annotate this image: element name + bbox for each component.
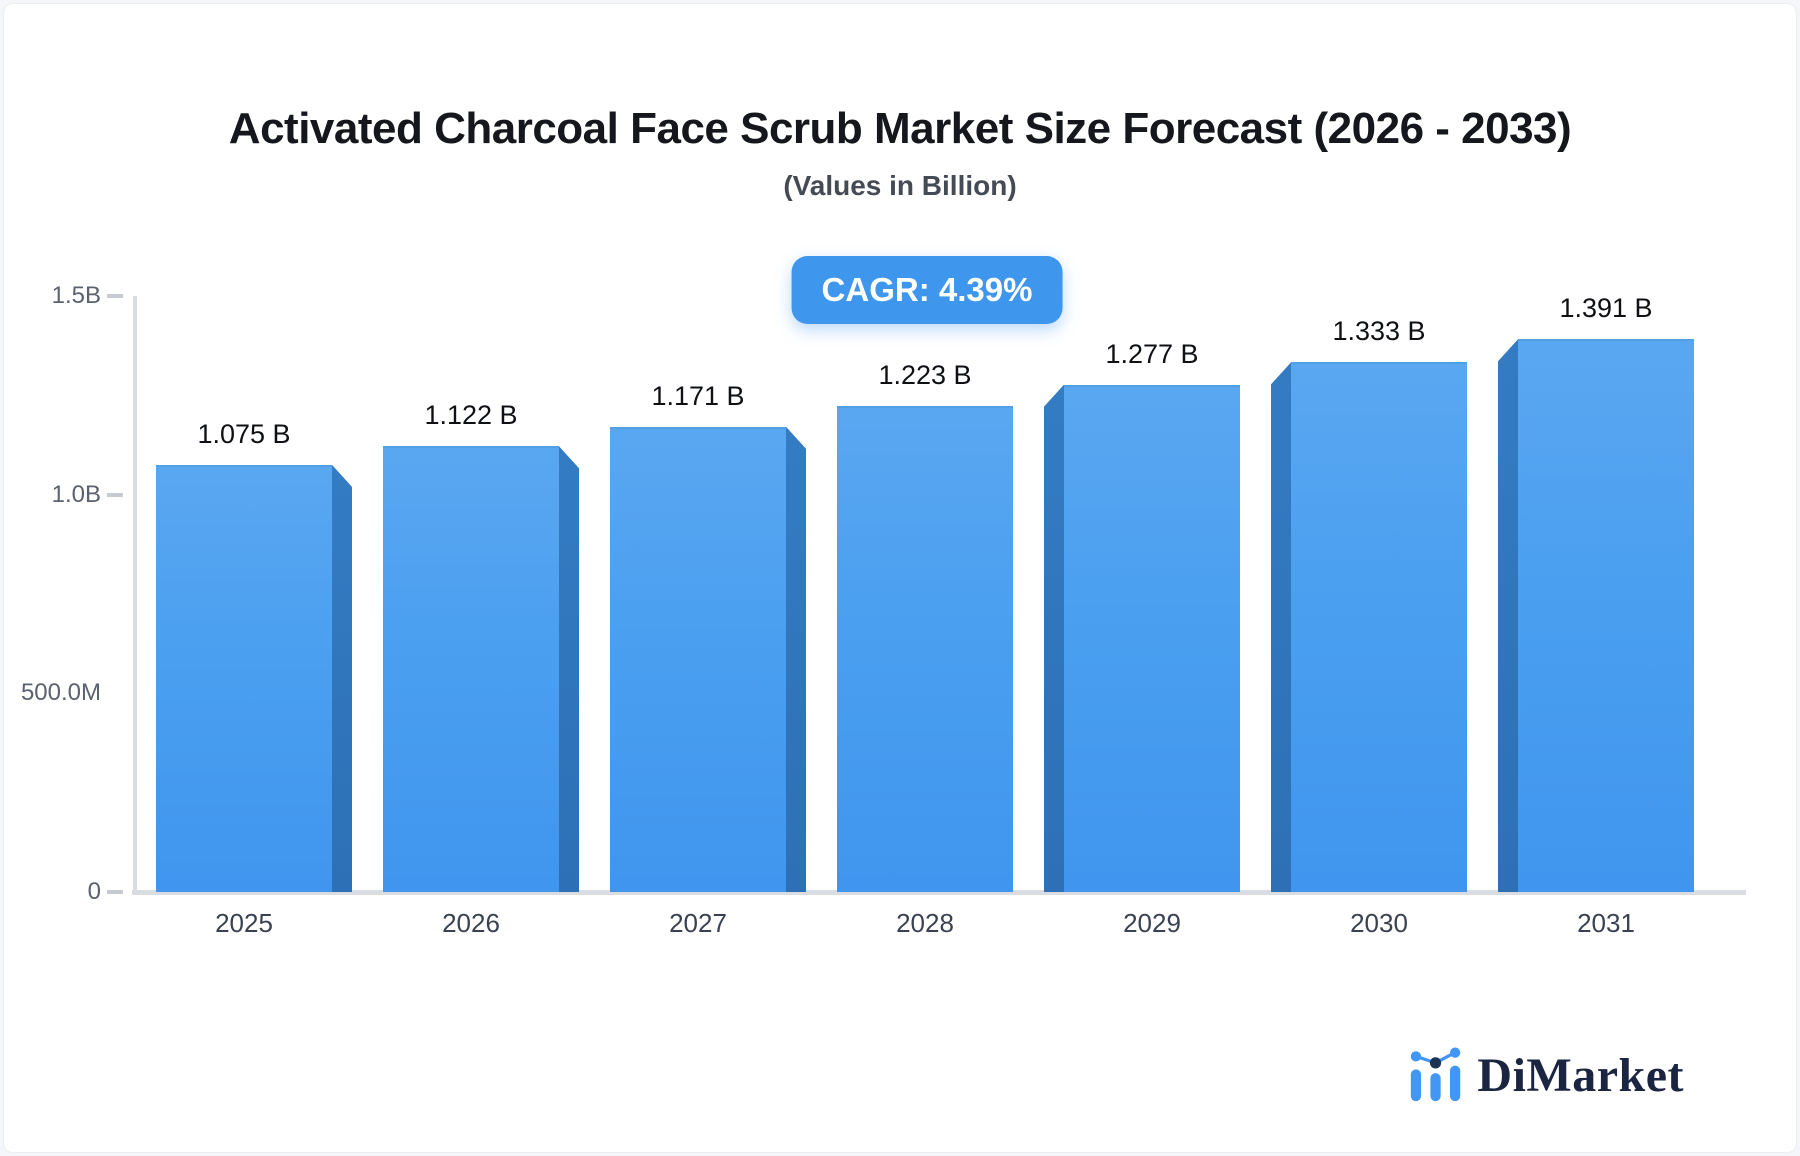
bar-value-label: 1.075 B: [197, 418, 291, 449]
y-axis-tick-label: 0: [87, 878, 101, 905]
bar-2029: [1064, 384, 1240, 892]
y-axis-tick-label: 1.0B: [51, 480, 101, 508]
bar-side-face: [786, 426, 806, 892]
bar-line-chart-icon: [1411, 1047, 1461, 1102]
x-axis-label-2029: 2029: [1123, 908, 1181, 938]
bar-2027: [610, 426, 786, 892]
bar-value-label: 1.223 B: [878, 360, 972, 391]
x-axis-label-2026: 2026: [442, 908, 500, 938]
bar-side-face: [1271, 362, 1291, 892]
bar-value-label: 1.277 B: [1105, 338, 1199, 369]
x-axis-label-2031: 2031: [1577, 908, 1635, 938]
y-axis-tick-label: 1.5B: [51, 282, 101, 309]
x-axis-line: [132, 890, 1746, 895]
bar-2025: [156, 464, 332, 892]
bar-value-label: 1.391 B: [1559, 293, 1653, 324]
y-axis-line: [133, 296, 137, 892]
bar-side-face: [559, 446, 579, 892]
x-axis-label-2025: 2025: [215, 908, 273, 938]
bar-side-face: [1044, 384, 1064, 892]
y-axis-tick-mark: [107, 294, 123, 298]
chart-subtitle: (Values in Billion): [783, 170, 1017, 201]
bar-value-label: 1.171 B: [651, 380, 745, 411]
x-axis-label-2027: 2027: [669, 908, 727, 938]
cagr-badge: CAGR: 4.39%: [791, 256, 1063, 324]
bar-value-label: 1.333 B: [1332, 316, 1426, 347]
bar-2028: [837, 406, 1013, 892]
bar-side-face: [332, 464, 352, 892]
bar-2030: [1291, 362, 1467, 892]
y-axis-tick-mark: [107, 890, 123, 894]
bar-side-face: [1498, 339, 1518, 892]
bar-2031: [1518, 339, 1694, 892]
chart-title: Activated Charcoal Face Scrub Market Siz…: [228, 104, 1572, 153]
dimarket-logo: DiMarket: [1408, 1044, 1684, 1106]
bar-2026: [383, 446, 559, 892]
x-axis-label-2030: 2030: [1350, 908, 1408, 938]
logo-text: DiMarket: [1477, 1048, 1684, 1102]
y-axis-tick-label: 500.0M: [20, 679, 101, 707]
bar-value-label: 1.122 B: [424, 400, 518, 431]
x-axis-label-2028: 2028: [896, 908, 954, 938]
y-axis-tick-mark: [107, 492, 123, 497]
chart-card: Activated Charcoal Face Scrub Market Siz…: [3, 3, 1797, 1153]
